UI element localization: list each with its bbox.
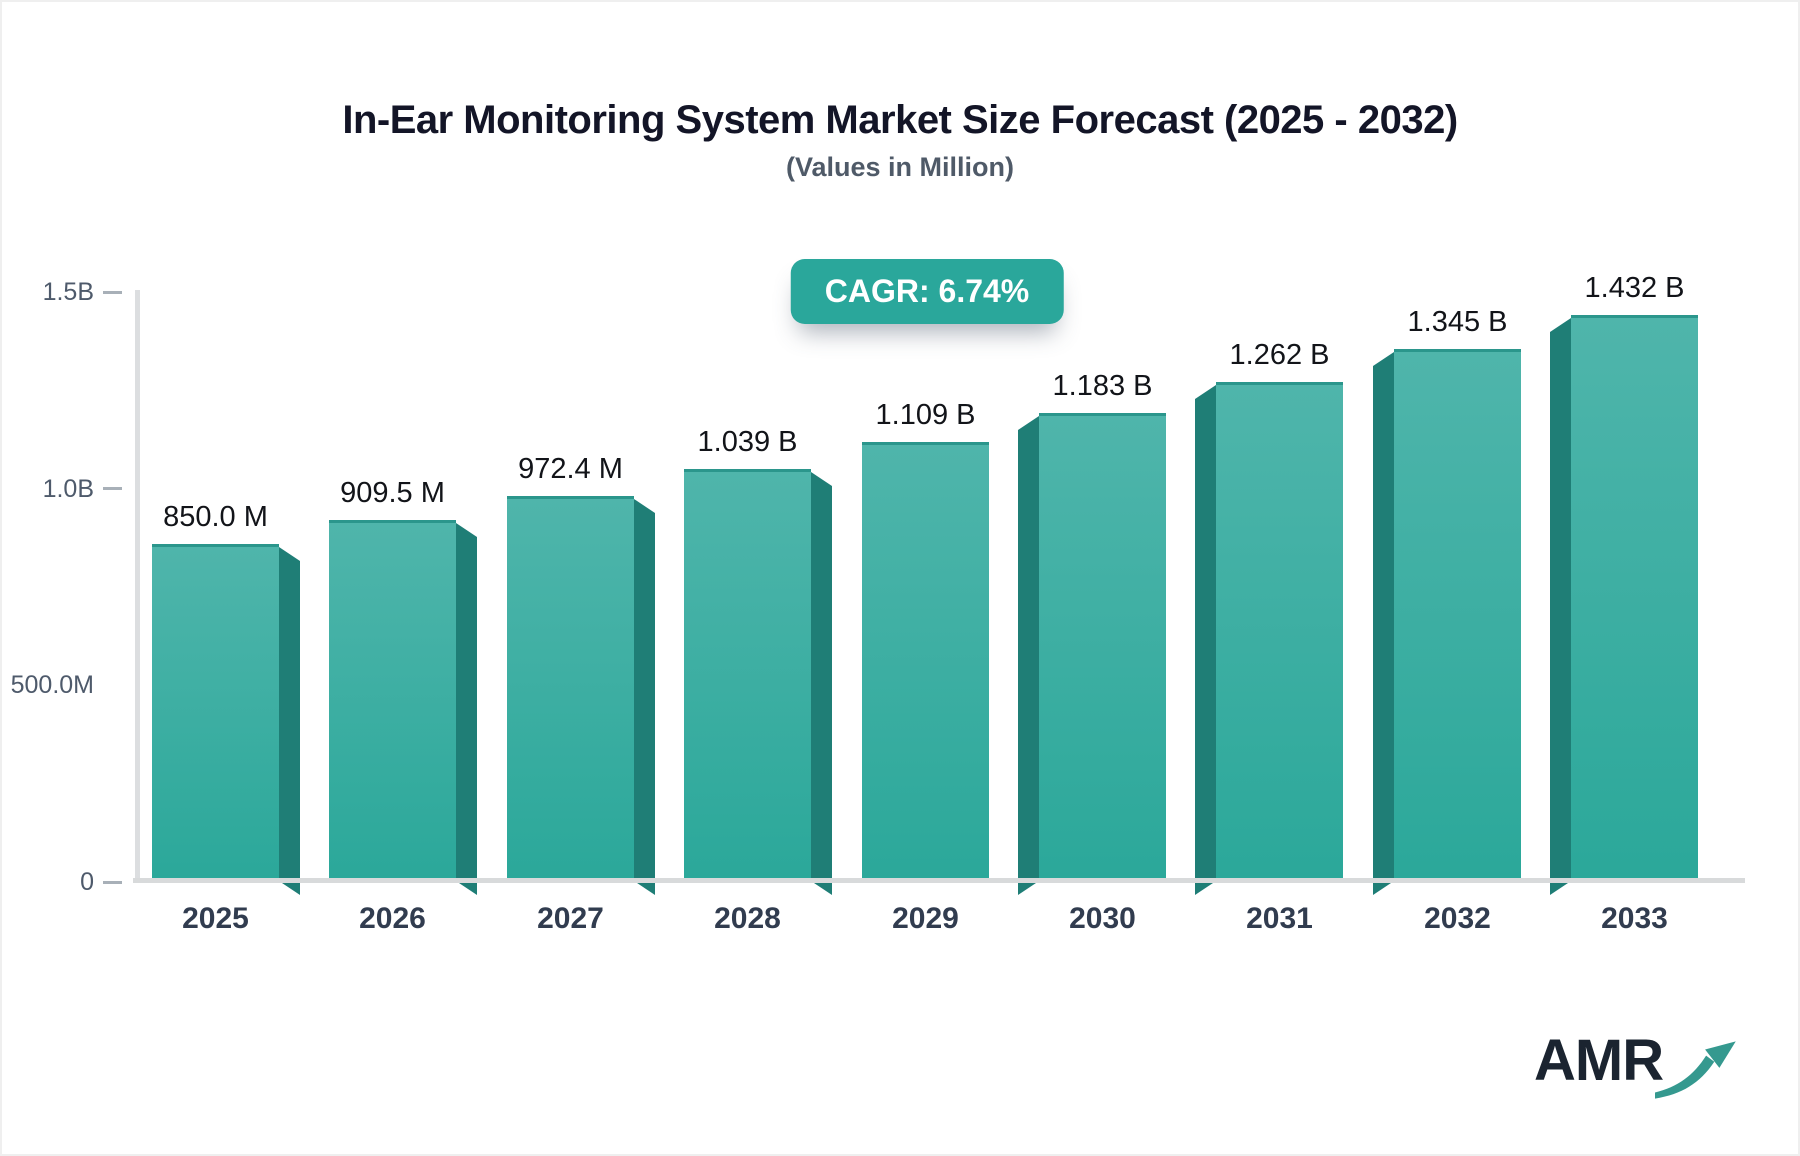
bar-bevel bbox=[1018, 416, 1039, 895]
bar-bevel bbox=[279, 547, 300, 895]
bar-value-label: 972.4 M bbox=[518, 453, 623, 485]
bar-2027: 972.4 M bbox=[507, 453, 634, 878]
x-tick-label: 2027 bbox=[537, 902, 604, 935]
bar-bevel bbox=[1550, 318, 1571, 895]
bar-bevel bbox=[1373, 352, 1394, 895]
y-tick-label: 1.0B bbox=[42, 474, 94, 503]
growth-arrow-icon bbox=[1655, 1041, 1736, 1099]
bar-2031: 1.262 B bbox=[1216, 339, 1343, 878]
bar-2025: 850.0 M bbox=[152, 501, 279, 878]
y-tick-dash bbox=[103, 487, 122, 491]
bar-2026: 909.5 M bbox=[329, 477, 456, 878]
y-tick-label: 500.0M bbox=[10, 671, 94, 700]
bar-value-label: 1.039 B bbox=[697, 426, 798, 458]
bar-bevel bbox=[811, 472, 832, 895]
y-tick-label: 1.5B bbox=[42, 278, 94, 306]
bar-value-label: 850.0 M bbox=[163, 501, 268, 533]
bar-value-label: 1.262 B bbox=[1229, 339, 1330, 371]
x-tick-label: 2025 bbox=[182, 902, 249, 935]
chart-subtitle: (Values in Million) bbox=[785, 152, 1015, 182]
bar-2032: 1.345 B bbox=[1394, 306, 1521, 878]
bar-value-label: 1.432 B bbox=[1584, 272, 1685, 304]
bar-bevel bbox=[1195, 385, 1216, 895]
y-axis-line bbox=[135, 290, 140, 880]
amr-logo: AMR bbox=[1534, 1032, 1747, 1102]
bar-value-label: 1.345 B bbox=[1407, 306, 1508, 338]
y-tick-dash bbox=[103, 290, 122, 294]
bar-2033: 1.432 B bbox=[1571, 272, 1698, 878]
bar-value-label: 1.109 B bbox=[875, 399, 976, 431]
x-tick-label: 2030 bbox=[1069, 902, 1136, 935]
x-tick-label: 2032 bbox=[1424, 902, 1491, 935]
bar-value-label: 909.5 M bbox=[340, 477, 445, 509]
y-tick-dash bbox=[103, 880, 122, 884]
x-tick-label: 2029 bbox=[892, 902, 959, 935]
x-tick-label: 2026 bbox=[359, 902, 426, 935]
y-tick-label: 0 bbox=[80, 868, 94, 896]
logo-text: AMR bbox=[1534, 1028, 1664, 1093]
chart-title: In-Ear Monitoring System Market Size For… bbox=[342, 98, 1458, 142]
bar-value-label: 1.183 B bbox=[1052, 370, 1153, 402]
x-tick-label: 2031 bbox=[1246, 902, 1313, 935]
bar-2029: 1.109 B bbox=[862, 399, 989, 878]
bar-bevel bbox=[634, 499, 655, 895]
x-tick-label: 2028 bbox=[714, 902, 781, 935]
bar-bevel bbox=[456, 523, 477, 895]
bar-2028: 1.039 B bbox=[684, 426, 811, 878]
bar-2030: 1.183 B bbox=[1039, 370, 1166, 878]
cagr-badge: CAGR: 6.74% bbox=[790, 259, 1064, 324]
x-tick-label: 2033 bbox=[1601, 902, 1668, 935]
x-axis-line bbox=[133, 878, 1745, 883]
